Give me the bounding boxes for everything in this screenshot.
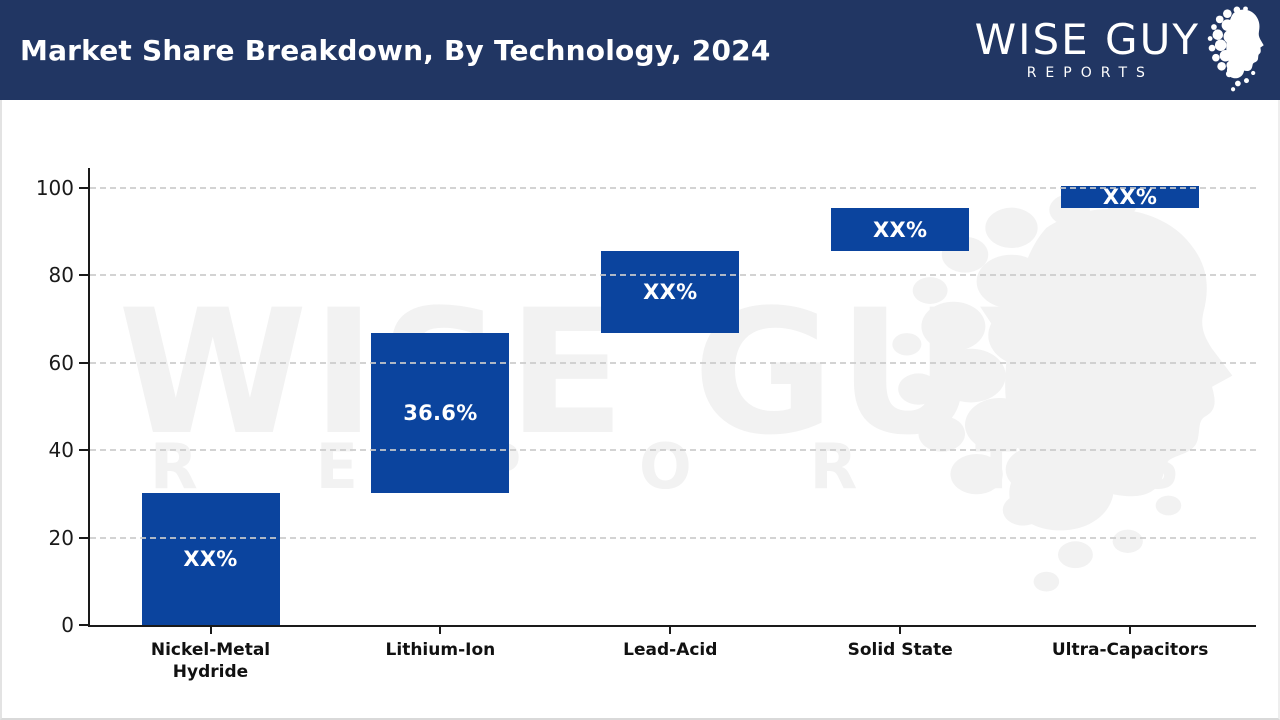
y-tick [79,274,88,276]
header-bar: Market Share Breakdown, By Technology, 2… [0,0,1280,100]
gridline-60 [90,361,1256,364]
gridline-100 [90,186,1256,189]
wise-guy-reports-logo: WISE GUY REPORTS [975,6,1266,94]
bar-value-label: XX% [643,279,698,304]
logo-reports-text: REPORTS [1026,65,1154,81]
watermark-letter: O [639,430,692,503]
watermark-letter: E [315,430,358,503]
bar-value-label: 36.6% [403,400,478,425]
bar-nickel-metal-hydride[interactable]: XX% [141,492,280,625]
x-axis-line [88,625,1256,627]
y-tick-label: 60 [48,350,74,375]
category-label: Solid State [847,640,953,660]
y-tick-label: 20 [48,525,74,550]
y-tick [79,624,88,626]
y-tick [79,186,88,189]
logo-wiseguy-text: WISE GUY [974,15,1200,64]
bar-lead-acid[interactable]: XX% [601,250,740,333]
y-tick-label: 0 [61,613,74,637]
x-tick [439,625,442,634]
y-tick [79,361,88,364]
y-tick [79,536,88,539]
bar-value-label: XX% [183,546,238,571]
category-label: Ultra-Capacitors [1051,640,1209,660]
x-tick [209,625,212,634]
x-tick [899,625,902,634]
category-label: Lithium-Ion [385,640,496,660]
category-label: Lead-Acid [623,640,718,660]
bar-value-label: XX% [873,217,928,242]
bar-lithium-ion[interactable]: 36.6% [371,332,510,493]
y-axis-line [88,168,90,627]
logo-face-icon [1207,6,1264,92]
bar-value-label: XX% [1102,185,1158,210]
gridline-40 [90,449,1256,451]
bar-ultra-capacitors[interactable]: XX% [1061,185,1200,210]
y-tick-label: 40 [48,438,74,462]
x-tick [669,625,672,634]
gridline-20 [90,536,1256,539]
chart-title: Market Share Breakdown, By Technology, 2… [20,33,771,67]
y-tick-label: 80 [48,263,74,287]
category-label: Nickel-Metal Hydride [150,640,271,683]
gridline-80 [90,274,1256,276]
watermark-letter: R [809,430,858,503]
y-tick-label: 100 [35,175,74,200]
y-tick [79,449,88,451]
watermark-face-icon [892,194,1233,592]
bar-solid-state[interactable]: XX% [831,208,970,251]
x-tick [1129,625,1132,634]
watermark-letter: R [150,430,198,503]
